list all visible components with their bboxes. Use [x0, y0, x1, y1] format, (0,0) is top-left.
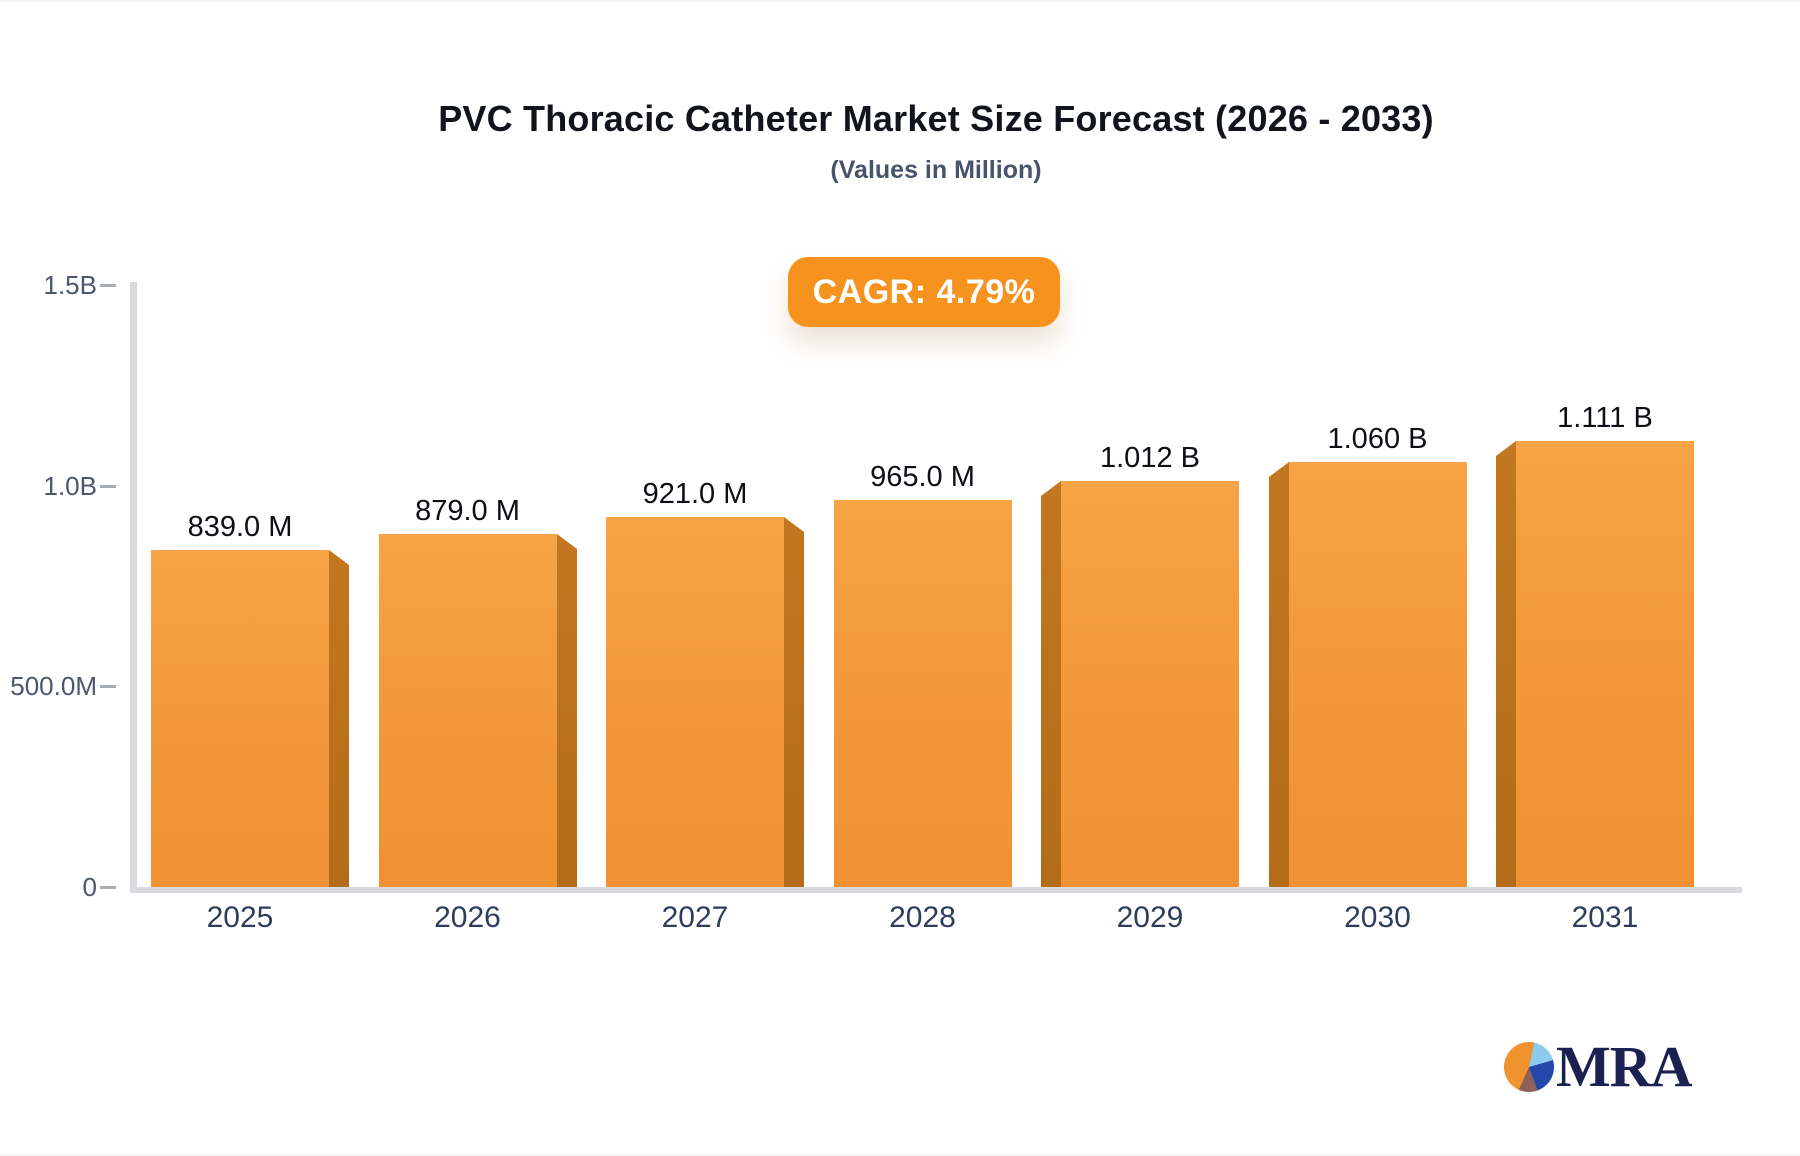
x-axis-label-2029: 2029: [1116, 901, 1184, 934]
y-tick-mark: [100, 886, 116, 889]
bar-face-2031[interactable]: [1516, 441, 1694, 887]
bar-value-label-2027: 921.0 M: [642, 478, 748, 510]
bar-face-2029[interactable]: [1061, 481, 1239, 887]
x-axis-label-2030: 2030: [1344, 901, 1411, 934]
page-subtitle: (Values in Million): [830, 156, 1042, 184]
bar-face-2026[interactable]: [379, 534, 557, 887]
x-axis-label-2027: 2027: [661, 901, 729, 934]
bar-side-2026: [557, 534, 577, 887]
x-axis-line: [130, 887, 1742, 893]
bar-value-label-2026: 879.0 M: [415, 495, 520, 527]
y-axis-line: [130, 282, 137, 893]
y-tick-label-1.0B: 1.0B: [43, 470, 98, 501]
y-tick-label-500.0M: 500.0M: [10, 671, 97, 702]
logo-text: MRA: [1556, 1034, 1693, 1099]
bar-side-2031: [1496, 441, 1516, 887]
y-tick-mark: [100, 484, 116, 488]
pie-chart-icon: [1504, 1042, 1554, 1092]
bar-value-label-2029: 1.012 B: [1100, 442, 1200, 474]
bar-value-label-2031: 1.111 B: [1557, 402, 1653, 434]
x-axis-label-2031: 2031: [1571, 901, 1639, 934]
bar-value-label-2030: 1.060 B: [1327, 423, 1428, 455]
y-tick-label-0: 0: [82, 872, 97, 902]
bar-face-2030[interactable]: [1289, 462, 1467, 887]
bar-side-2027: [784, 517, 804, 887]
bar-value-label-2028: 965.0 M: [870, 461, 975, 493]
y-tick-label-1.5B: 1.5B: [43, 270, 98, 300]
bar-value-label-2025: 839.0 M: [187, 511, 293, 543]
bar-side-2029: [1041, 481, 1061, 887]
bar-side-2030: [1269, 462, 1289, 887]
brand-logo: MRA: [1504, 1034, 1693, 1099]
x-axis-label-2025: 2025: [206, 901, 274, 934]
bar-face-2025[interactable]: [151, 550, 329, 887]
x-axis-label-2028: 2028: [889, 901, 956, 934]
x-axis-label-2026: 2026: [434, 901, 501, 934]
y-tick-mark: [100, 284, 116, 287]
chart-header: PVC Thoracic Catheter Market Size Foreca…: [72, 2, 1800, 185]
bar-face-2028[interactable]: [834, 500, 1012, 887]
y-tick-mark: [100, 685, 116, 689]
bar-face-2027[interactable]: [606, 517, 784, 887]
cagr-badge: CAGR: 4.79%: [788, 257, 1060, 327]
bar-side-2025: [329, 550, 349, 887]
page-title: PVC Thoracic Catheter Market Size Foreca…: [438, 98, 1434, 139]
